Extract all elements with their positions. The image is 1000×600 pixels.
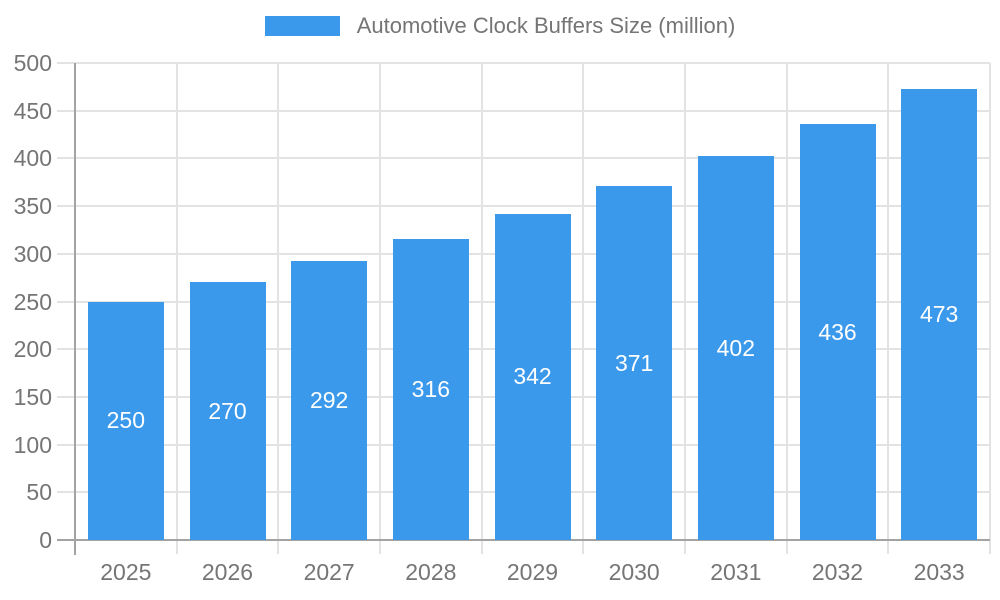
legend[interactable]: Automotive Clock Buffers Size (million) bbox=[0, 13, 1000, 39]
bar-value-label: 250 bbox=[106, 407, 146, 434]
bar-value-label: 292 bbox=[309, 387, 349, 414]
bar-value-label: 316 bbox=[411, 375, 451, 402]
gridline-x-5 bbox=[582, 63, 585, 554]
gridline-y-450 bbox=[57, 109, 990, 112]
bar-2027[interactable]: 292 bbox=[291, 261, 368, 540]
x-axis-label-2027: 2027 bbox=[303, 559, 355, 585]
gridline-x-6 bbox=[684, 63, 686, 554]
bar-2025[interactable]: 250 bbox=[87, 301, 164, 540]
legend-swatch bbox=[264, 16, 340, 36]
gridline-x-1 bbox=[175, 63, 178, 554]
x-axis-label-2030: 2030 bbox=[608, 559, 660, 585]
gridline-x-4 bbox=[480, 63, 483, 554]
gridline-y-350 bbox=[57, 205, 990, 208]
bar-value-label: 402 bbox=[716, 334, 756, 361]
gridline-x-3 bbox=[379, 63, 381, 554]
bar-2026[interactable]: 270 bbox=[189, 282, 266, 540]
gridline-x-2 bbox=[277, 63, 280, 554]
bar-value-label: 342 bbox=[513, 363, 552, 390]
legend-label: Automotive Clock Buffers Size (million) bbox=[356, 13, 736, 38]
y-axis-label-500: 500 bbox=[13, 50, 52, 76]
x-axis-label-2033: 2033 bbox=[913, 559, 965, 585]
y-axis-label-250: 250 bbox=[13, 288, 52, 315]
bar-2031[interactable]: 402 bbox=[697, 156, 774, 540]
bar-2033[interactable]: 473 bbox=[901, 88, 978, 540]
bar-2028[interactable]: 316 bbox=[392, 238, 469, 540]
y-axis-label-300: 300 bbox=[13, 240, 52, 267]
x-axis-line bbox=[57, 539, 990, 541]
gridline-x-8 bbox=[887, 63, 890, 554]
x-axis-label-2029: 2029 bbox=[506, 559, 559, 585]
y-axis-label-350: 350 bbox=[13, 193, 52, 220]
bar-2030[interactable]: 371 bbox=[596, 186, 673, 540]
bar-value-label: 473 bbox=[919, 300, 959, 327]
y-axis-label-100: 100 bbox=[13, 431, 52, 458]
gridline-x-9 bbox=[989, 63, 991, 554]
x-axis-label-2031: 2031 bbox=[710, 559, 762, 585]
x-axis-label-2026: 2026 bbox=[201, 559, 254, 585]
y-axis-label-200: 200 bbox=[13, 336, 52, 363]
bar-value-label: 436 bbox=[818, 318, 857, 345]
gridline-y-500 bbox=[57, 62, 990, 64]
x-axis-label-2032: 2032 bbox=[811, 559, 864, 585]
y-axis-label-400: 400 bbox=[13, 145, 52, 172]
y-axis-label-150: 150 bbox=[13, 383, 52, 410]
y-axis-line bbox=[74, 63, 76, 555]
bar-2029[interactable]: 342 bbox=[494, 213, 571, 540]
gridline-y-400 bbox=[57, 157, 990, 160]
x-axis-label-2028: 2028 bbox=[405, 559, 457, 585]
x-axis-label-2025: 2025 bbox=[100, 559, 152, 585]
bar-2032[interactable]: 436 bbox=[799, 124, 876, 540]
y-axis-label-0: 0 bbox=[39, 527, 52, 553]
gridline-x-7 bbox=[785, 63, 788, 554]
bar-value-label: 270 bbox=[208, 397, 247, 424]
bar-value-label: 371 bbox=[614, 349, 654, 376]
y-axis-label-450: 450 bbox=[13, 97, 52, 124]
y-axis-label-50: 50 bbox=[26, 479, 52, 506]
